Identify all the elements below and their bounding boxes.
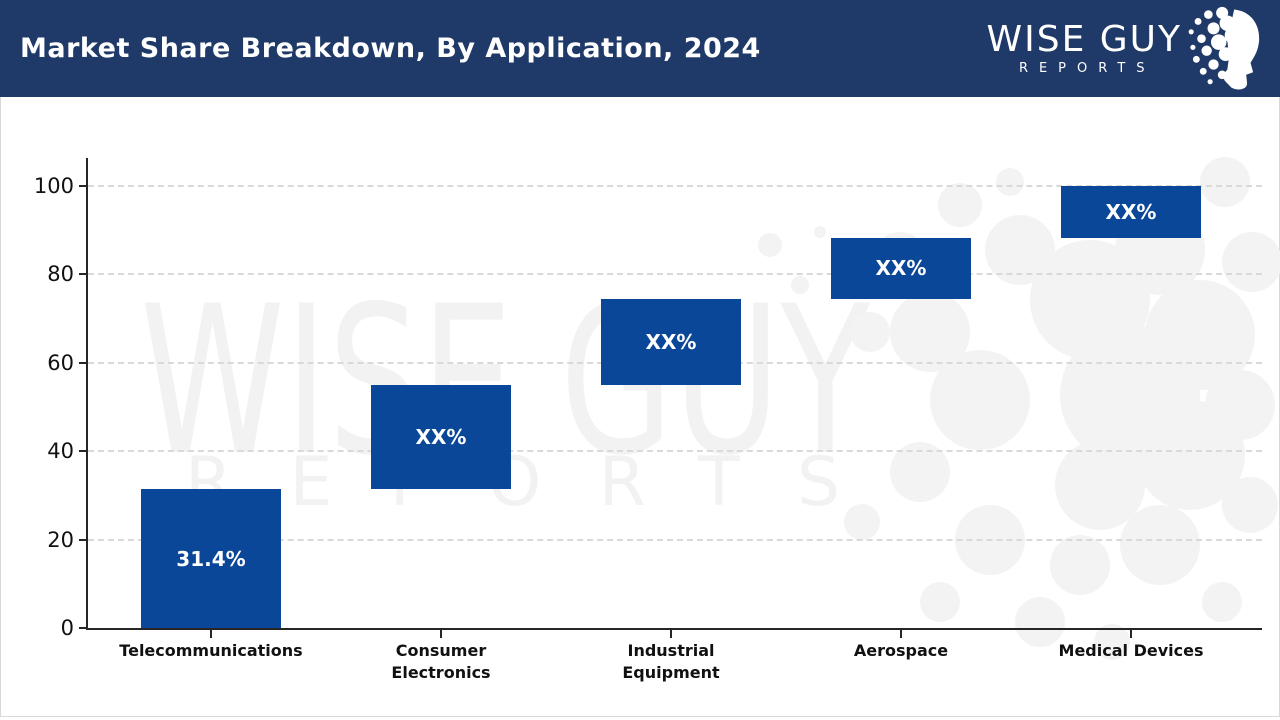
bar-segment: XX% [601,298,741,385]
brand-logo: WISE GUY REPORTS [987,6,1263,92]
y-axis-line [86,158,88,630]
watermark-subtext: REPORTS [185,443,840,522]
x-tick-mark [1130,630,1132,638]
y-tick-label: 0 [60,616,74,640]
y-tick-label: 20 [47,527,74,552]
y-tick-mark [79,273,88,276]
gridline-80 [88,273,1262,276]
x-tick-mark [210,630,212,638]
bar-segment: 31.4% [141,489,281,628]
bar-segment: XX% [831,238,971,299]
gridline-40 [88,450,1262,453]
y-tick-mark [79,185,88,187]
brand-logo-wordmark: WISE GUY [986,19,1182,60]
y-tick-mark [79,538,88,541]
y-tick-label: 80 [47,262,74,287]
bar-value-label: XX% [645,329,697,354]
bar-value-label: XX% [1105,200,1157,225]
y-tick-mark [79,450,88,453]
x-axis-line [86,628,1262,630]
gridline-20 [88,538,1262,541]
header-bar: Market Share Breakdown, By Application, … [0,0,1280,97]
page-title: Market Share Breakdown, By Application, … [20,33,761,64]
brand-logo-subtext: REPORTS [1018,61,1156,76]
bar-value-label: XX% [875,256,927,281]
bar-segment: XX% [1061,186,1201,239]
y-tick-label: 100 [33,174,74,198]
brand-head-icon [1188,6,1260,89]
x-tick-mark [900,630,902,638]
bar-value-label: XX% [415,425,467,450]
y-tick-mark [79,627,88,629]
brand-logo-text: WISE GUY REPORTS [986,19,1183,76]
x-category-label: Industrial Equipment [622,641,720,682]
x-tick-mark [670,630,672,638]
x-category-label: Aerospace [853,641,949,660]
x-category-label: Telecommunications [119,641,303,660]
bar-segment: XX% [371,384,511,490]
y-tick-label: 40 [47,439,74,464]
y-tick-label: 60 [47,350,74,375]
bar-value-label: 31.4% [176,546,246,571]
y-tick-mark [79,361,88,364]
x-category-label: Consumer Electronics [391,641,491,682]
x-tick-mark [440,630,442,638]
x-category-label: Medical Devices [1058,641,1204,660]
gridline-100 [88,185,1262,187]
